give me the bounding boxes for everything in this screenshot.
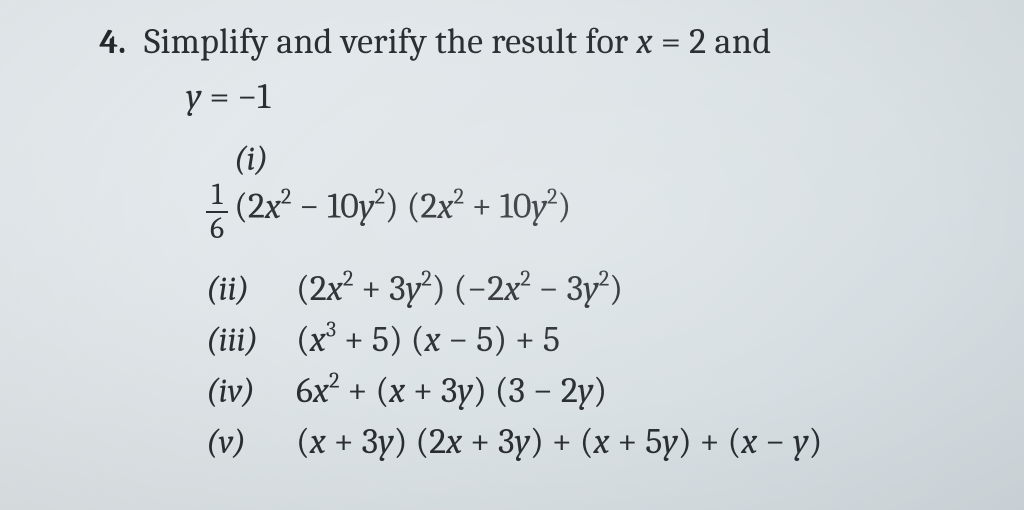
math-text: ) (−2 [432, 268, 504, 309]
subitem-row: (iii)(x3 + 5) (x − 5) + 5 [66, 319, 984, 360]
prompt-eq-y: = −1 [202, 76, 271, 117]
subitem-expression: 6x2 + (x + 3y) (3 − 2y) [296, 370, 607, 411]
question-prompt-line1: Simplify and verify the result for x = 2… [144, 18, 772, 67]
math-var: x3 [310, 319, 336, 360]
math-superscript: 2 [547, 183, 558, 209]
math-text: + 3 [326, 421, 378, 462]
math-var: y2 [531, 186, 557, 227]
math-superscript: 2 [281, 183, 292, 209]
math-var: y [515, 421, 531, 462]
math-text: + ( [340, 370, 390, 411]
subitem-label: (ii) [206, 269, 296, 309]
subitem-row: (ii)(2x2 + 3y2) (−2x2 − 3y2) [66, 268, 984, 309]
subitem-label: (iii) [206, 320, 296, 360]
math-var: x2 [313, 370, 340, 411]
math-text: (2 [234, 186, 265, 227]
math-text: ) [609, 268, 623, 309]
math-var: x [446, 421, 462, 462]
math-var: x [424, 319, 440, 360]
math-text: ( [296, 421, 310, 462]
math-var: x [741, 421, 757, 462]
math-var: x [389, 370, 405, 411]
subitem-label: (i) [206, 139, 296, 179]
math-text: − 5) + 5 [441, 319, 561, 360]
math-text: ) (3 − 2 [473, 370, 578, 411]
math-text: ) + ( [530, 421, 593, 462]
subitem-row: (iv)6x2 + (x + 3y) (3 − 2y) [66, 370, 984, 411]
math-text: + 5 [610, 421, 663, 462]
math-var: y [662, 421, 678, 462]
subitem-label: (v) [206, 422, 296, 462]
subitems-container: (i)16(2x2 − 10y2) (2x2 + 10y2)(ii)(2x2 +… [66, 125, 984, 462]
math-text: ) (2 [385, 186, 437, 227]
fraction: 16 [206, 179, 228, 244]
fraction-numerator: 1 [206, 179, 228, 213]
question-prompt-row: 4. Simplify and verify the result for x … [66, 18, 984, 67]
math-text: + 3 [462, 421, 514, 462]
math-text: 6 [296, 370, 313, 411]
subitem-expression: 16(2x2 − 10y2) (2x2 + 10y2) [206, 179, 571, 244]
prompt-prefix: Simplify and verify the result for [144, 21, 637, 62]
math-var: y [793, 421, 809, 462]
math-text: ( [296, 319, 310, 360]
math-var: y2 [406, 268, 432, 309]
math-text: ) + ( [678, 421, 741, 462]
math-text: + 3 [405, 370, 457, 411]
prompt-eq-x: = 2 [653, 21, 715, 62]
math-text: ) [558, 186, 572, 227]
prompt-var-x: x [637, 21, 653, 62]
subitem-expression: (x + 3y) (2x + 3y) + (x + 5y) + (x − y) [296, 421, 822, 462]
fraction-denominator: 6 [206, 213, 228, 245]
math-text: − 3 [531, 268, 583, 309]
math-var: y2 [583, 268, 609, 309]
subitem-expression: (2x2 + 3y2) (−2x2 − 3y2) [296, 268, 623, 309]
subitem-expression: (x3 + 5) (x − 5) + 5 [296, 319, 560, 360]
math-superscript: 2 [520, 265, 531, 291]
question-block: 4. Simplify and verify the result for x … [0, 0, 1024, 462]
math-superscript: 2 [421, 265, 432, 291]
math-text: ) [593, 370, 607, 411]
math-text: − [757, 421, 793, 462]
math-superscript: 2 [329, 367, 340, 393]
prompt-var-y: y [186, 76, 202, 117]
math-var: y [378, 421, 394, 462]
math-var: x2 [437, 186, 464, 227]
math-var: x [593, 421, 609, 462]
math-text: (2 [296, 268, 327, 309]
math-text: + 3 [353, 268, 405, 309]
question-number: 4. [66, 22, 144, 62]
math-var: y2 [359, 186, 385, 227]
math-text: ) (2 [394, 421, 446, 462]
math-text: ) [809, 421, 823, 462]
math-superscript: 2 [453, 183, 464, 209]
math-superscript: 2 [343, 265, 354, 291]
math-var: x2 [265, 186, 292, 227]
subitem-row: (i)16(2x2 − 10y2) (2x2 + 10y2) [66, 139, 571, 244]
math-superscript: 2 [374, 183, 385, 209]
question-prompt-line2: y = −1 [66, 73, 984, 122]
prompt-and: and [714, 21, 771, 62]
math-text: + 5) ( [336, 319, 424, 360]
math-var: x [310, 421, 326, 462]
math-var: y [458, 370, 474, 411]
math-var: y [578, 370, 594, 411]
math-var: x2 [327, 268, 354, 309]
subitem-label: (iv) [206, 371, 296, 411]
math-superscript: 3 [326, 316, 336, 342]
math-text: + 10 [464, 186, 531, 227]
math-text: − 10 [291, 186, 358, 227]
math-superscript: 2 [599, 265, 610, 291]
math-var: x2 [504, 268, 531, 309]
subitem-row: (v)(x + 3y) (2x + 3y) + (x + 5y) + (x − … [66, 421, 984, 462]
